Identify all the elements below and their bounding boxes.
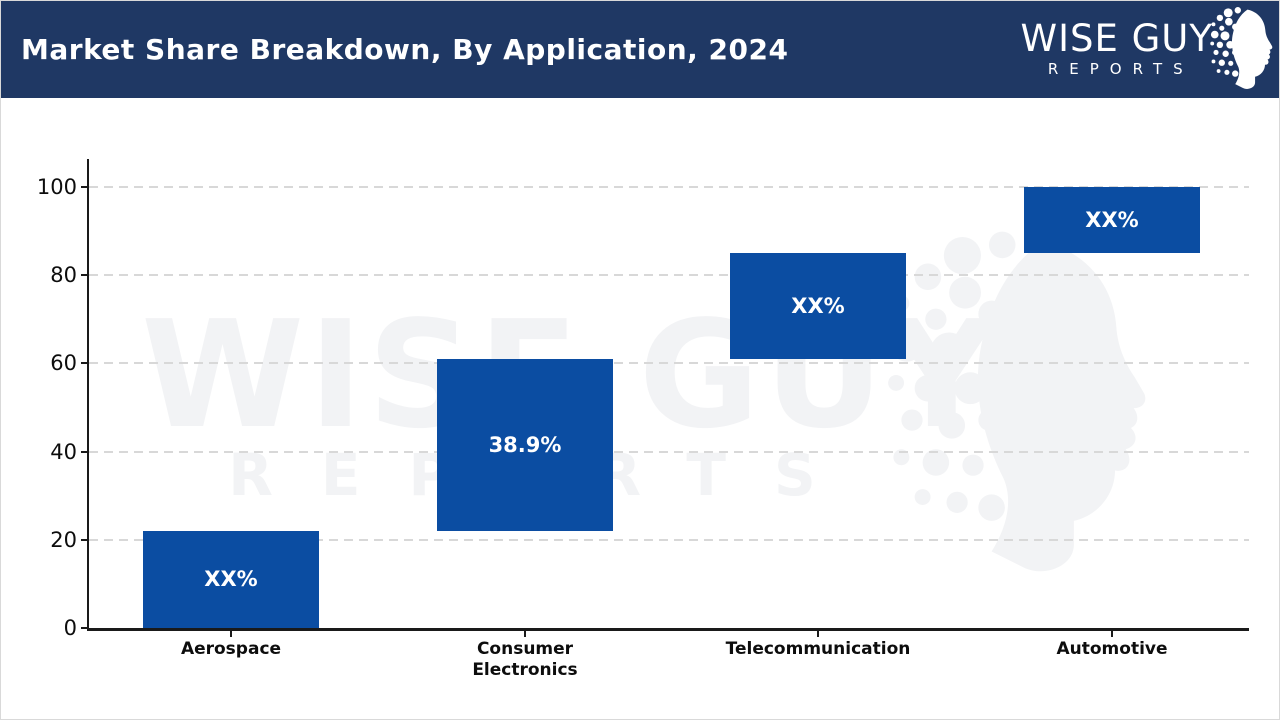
chart-title: Market Share Breakdown, By Application, … xyxy=(21,33,789,66)
y-tick-40 xyxy=(81,450,89,453)
logo-text: WISE GUY REPORTS xyxy=(1020,16,1213,78)
x-axis-line xyxy=(87,628,1249,631)
x-tick-0 xyxy=(230,631,232,637)
y-tick-label-0: 0 xyxy=(63,616,77,640)
x-category-label-2: Telecommunication xyxy=(725,639,911,659)
x-category-label-0: Aerospace xyxy=(180,639,282,659)
y-tick-label-40: 40 xyxy=(50,439,77,464)
gridline-20 xyxy=(89,538,1249,541)
y-tick-label-80: 80 xyxy=(50,263,77,288)
y-tick-label-20: 20 xyxy=(50,527,77,552)
watermark-head-icon xyxy=(888,231,1146,572)
gridline-100 xyxy=(89,186,1249,188)
bar-value-label: XX% xyxy=(204,567,258,592)
y-tick-label-60: 60 xyxy=(50,351,77,376)
logo-wordmark: WISE GUY xyxy=(1020,16,1213,60)
gridline-60 xyxy=(89,362,1249,365)
x-tick-3 xyxy=(1111,631,1113,637)
bar-aerospace: XX% xyxy=(143,530,319,628)
y-axis-line xyxy=(87,159,89,631)
wise-guy-head-icon xyxy=(1210,7,1273,89)
y-tick-60 xyxy=(81,362,89,365)
y-tick-20 xyxy=(81,538,89,541)
y-tick-80 xyxy=(81,274,89,277)
bar-value-label: XX% xyxy=(791,294,845,319)
x-category-label-1: Consumer Electronics xyxy=(472,639,578,680)
gridline-80 xyxy=(89,274,1249,277)
bar-value-label: XX% xyxy=(1085,208,1139,233)
header-bar: Market Share Breakdown, By Application, … xyxy=(1,1,1279,98)
gridline-40 xyxy=(89,450,1249,453)
y-tick-0 xyxy=(81,627,89,629)
y-tick-100 xyxy=(81,186,89,188)
bar-value-label: 38.9% xyxy=(488,433,562,458)
bar-telecommunication: XX% xyxy=(730,253,906,360)
bar-consumer-electronics: 38.9% xyxy=(437,359,613,531)
bar-automotive: XX% xyxy=(1024,187,1200,254)
wise-guy-logo: WISE GUY REPORTS xyxy=(1021,6,1273,90)
y-tick-label-100: 100 xyxy=(36,175,77,199)
x-category-label-3: Automotive xyxy=(1056,639,1168,659)
logo-subtitle: REPORTS xyxy=(1047,59,1194,78)
x-tick-2 xyxy=(817,631,819,637)
x-tick-1 xyxy=(524,631,526,637)
